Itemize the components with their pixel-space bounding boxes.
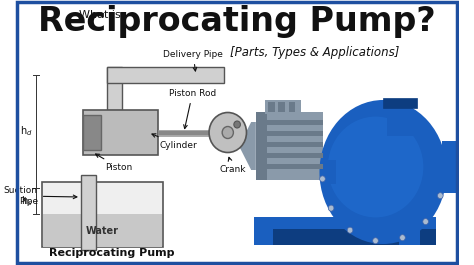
Circle shape [328,205,334,211]
Bar [83,115,101,150]
Text: [Parts, Types & Applications]: [Parts, Types & Applications] [230,46,400,59]
Bar [442,141,474,193]
Text: h$_s$: h$_s$ [20,194,32,208]
Bar [278,102,285,112]
Polygon shape [239,122,256,170]
Bar [256,112,267,180]
Text: Water: Water [86,226,119,236]
Bar [83,110,158,155]
Bar [387,102,413,136]
Bar [254,217,437,229]
Bar [265,100,301,114]
Bar [256,112,323,180]
Bar [323,160,336,184]
Bar [268,102,274,112]
Text: Crank: Crank [219,157,246,174]
Text: Suction
Pipe: Suction Pipe [4,186,77,206]
Bar [107,67,122,110]
Circle shape [319,176,325,182]
Bar [256,120,323,125]
Circle shape [423,219,428,225]
Text: Piston: Piston [96,154,132,172]
Text: h$_d$: h$_d$ [19,125,32,138]
Bar [289,102,295,112]
Bar [107,67,224,83]
Circle shape [373,238,378,244]
Bar [256,142,323,147]
Text: Reciprocating Pump: Reciprocating Pump [49,248,174,258]
Circle shape [347,227,353,233]
Circle shape [400,235,405,241]
Text: Reciprocating Pump?: Reciprocating Pump? [38,5,436,38]
Bar [254,217,273,245]
Text: Piston Rod: Piston Rod [169,89,216,129]
Bar [399,217,419,245]
Circle shape [438,193,443,199]
Bar [81,175,96,250]
Text: Delivery Pipe: Delivery Pipe [163,50,223,71]
Text: Cylinder: Cylinder [152,134,197,149]
Circle shape [209,113,246,152]
Bar [254,227,437,245]
Bar [256,153,323,158]
Ellipse shape [328,117,423,217]
Bar [256,164,323,169]
Circle shape [463,146,474,188]
Bar [43,214,162,247]
Bar [42,182,163,247]
Bar [383,98,417,108]
Bar [245,62,450,255]
Ellipse shape [319,100,447,244]
Bar [256,131,323,136]
Text: What is: What is [79,10,121,20]
Circle shape [222,126,233,139]
Circle shape [234,121,240,128]
